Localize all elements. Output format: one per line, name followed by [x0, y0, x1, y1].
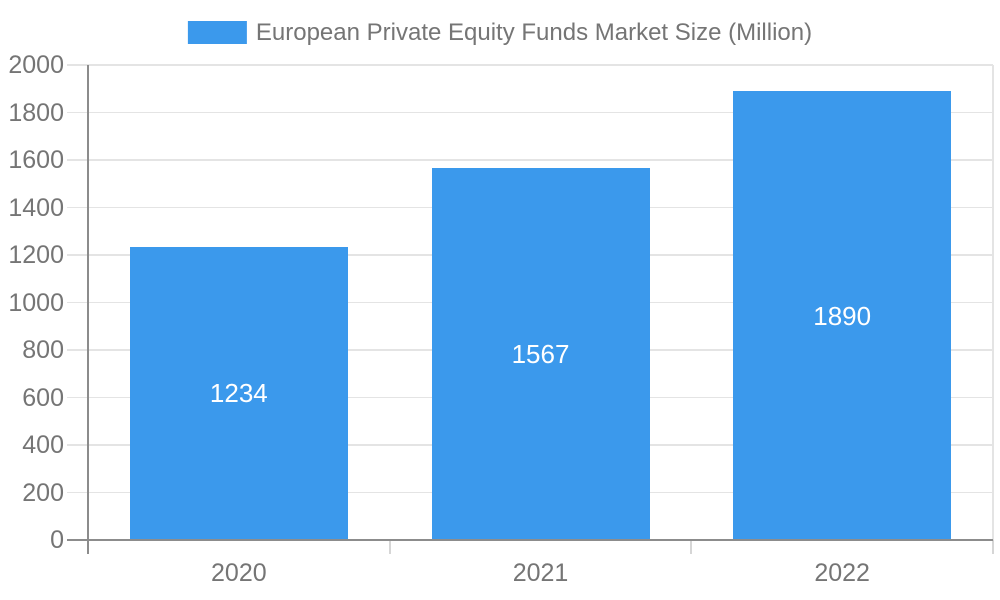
y-tick	[67, 444, 88, 446]
legend-item[interactable]: European Private Equity Funds Market Siz…	[187, 19, 813, 46]
y-tick	[67, 254, 88, 256]
x-category-tick	[388, 540, 391, 554]
x-category-tick	[690, 540, 693, 554]
y-axis-tick-label: 1000	[8, 288, 64, 317]
bar	[431, 167, 650, 540]
y-axis-tick-label: 200	[22, 478, 64, 507]
y-axis-tick-label: 0	[50, 526, 64, 554]
y-tick	[67, 491, 88, 493]
y-tick	[67, 159, 88, 161]
y-axis-tick-label: 1400	[8, 193, 64, 222]
y-axis-tick-label: 1800	[8, 98, 64, 127]
y-axis-tick-label: 400	[22, 431, 64, 459]
bar-value-label: 1567	[511, 338, 570, 369]
y-grid-line	[88, 64, 993, 66]
y-grid-line	[88, 159, 993, 161]
legend-label: European Private Equity Funds Market Siz…	[255, 19, 813, 46]
bar	[129, 246, 348, 540]
y-tick	[67, 64, 88, 66]
x-axis-tick-label: 2022	[814, 559, 870, 587]
bar-value-label: 1234	[209, 378, 268, 409]
y-axis-tick-label: 800	[22, 336, 64, 364]
y-tick	[67, 206, 88, 208]
y-axis-tick-label: 2000	[8, 51, 64, 79]
bar	[733, 91, 952, 540]
y-tick	[67, 301, 88, 303]
y-axis-line	[87, 65, 89, 554]
x-axis-line	[67, 539, 993, 541]
y-tick	[67, 111, 88, 113]
y-tick	[67, 396, 88, 398]
y-tick	[67, 349, 88, 351]
y-axis-tick-label: 1600	[8, 146, 64, 174]
plot-right-border	[992, 65, 994, 554]
x-axis-tick-label: 2021	[512, 559, 569, 587]
bar-value-label: 1890	[813, 300, 872, 331]
x-axis-tick-label: 2020	[211, 559, 267, 587]
legend-swatch	[187, 21, 247, 44]
y-grid-line	[88, 111, 993, 113]
y-axis-tick-label: 600	[22, 383, 64, 412]
x-category-tick	[992, 540, 994, 554]
y-axis-tick-label: 1200	[8, 241, 64, 269]
